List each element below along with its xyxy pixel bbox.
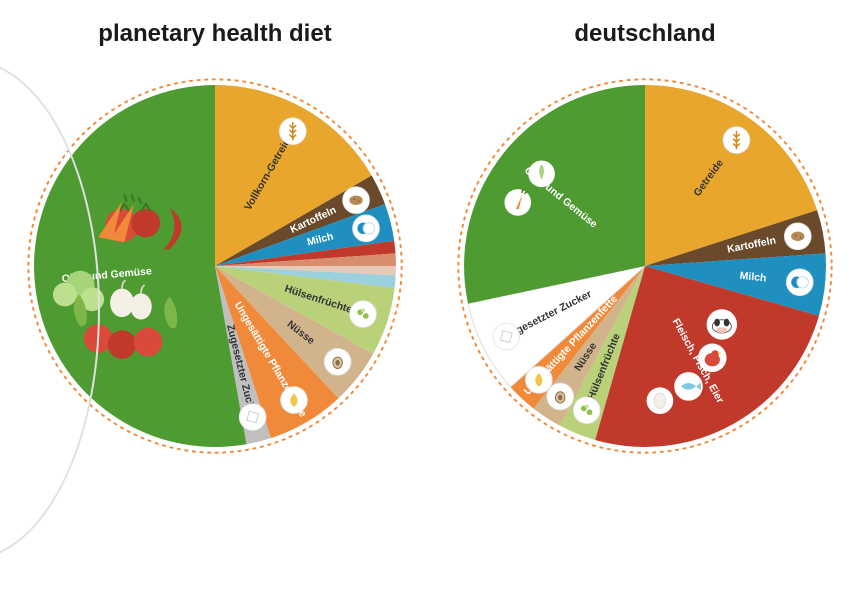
legume-icon [573,397,600,424]
milk-icon [353,215,380,242]
potato-icon [343,187,370,214]
pie-chart-de: GetreideKartoffelnMilchFleisch, Fisch, E… [445,66,845,466]
nut-icon [547,383,574,410]
oil-icon [281,387,308,414]
wheat-icon [723,127,750,154]
sugar-icon [493,323,520,350]
sugar-icon [239,404,266,431]
oil-icon [526,366,553,393]
legume-icon [350,301,377,328]
title-phd: planetary health diet [98,20,331,48]
title-de: deutschland [574,20,715,48]
potato-icon [784,223,811,250]
nut-icon [324,348,351,375]
milk-icon [786,269,813,296]
wheat-icon [279,118,306,145]
panel-de: deutschland GetreideKartoffelnMilchFleis… [445,20,845,466]
charts-container: planetary health diet Vollkorn-GetreideK… [0,0,860,597]
